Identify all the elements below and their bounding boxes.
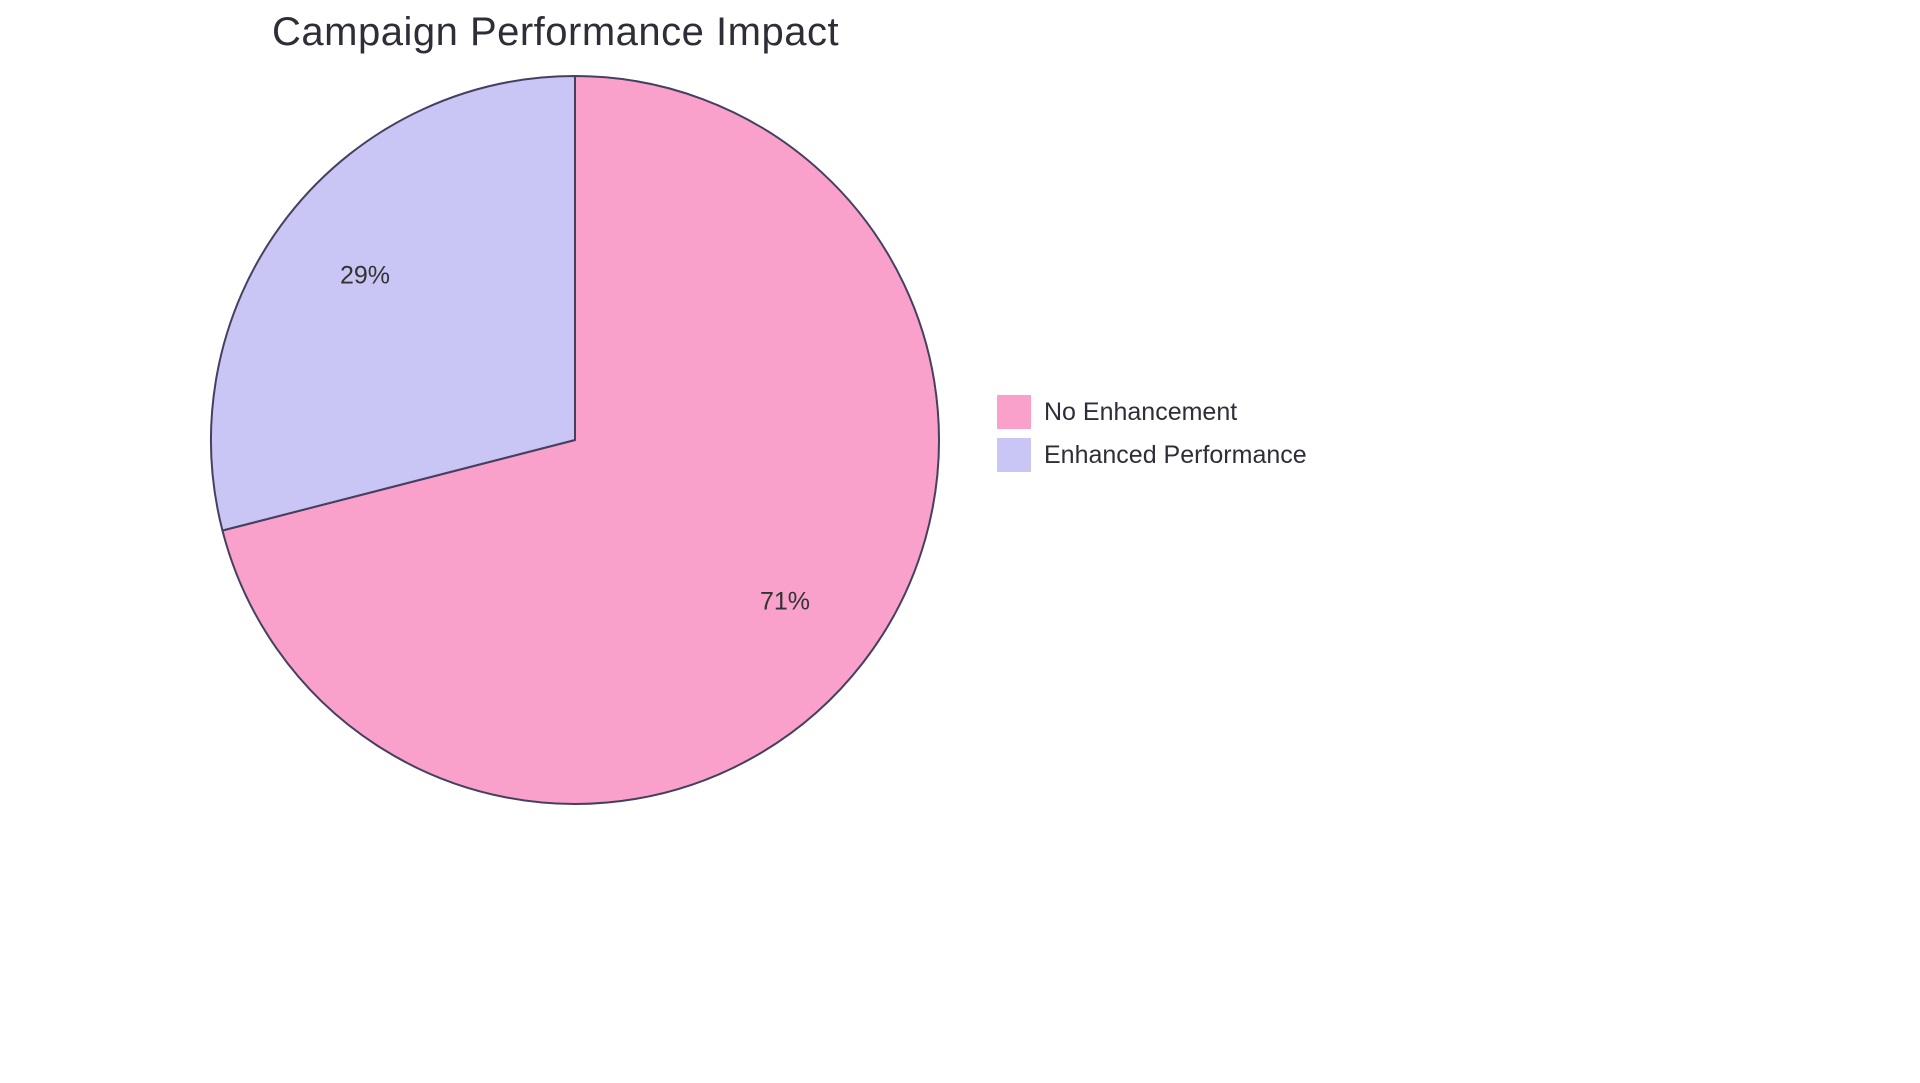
pie-slice-enhanced-performance [210, 75, 576, 532]
legend-item-no-enhancement: No Enhancement [997, 395, 1307, 429]
legend-swatch [997, 395, 1031, 429]
legend-label: No Enhancement [1044, 397, 1238, 426]
slice-percent-label: 71% [760, 588, 810, 616]
slice-percent-label: 29% [340, 262, 390, 290]
legend-label: Enhanced Performance [1044, 440, 1307, 469]
legend-item-enhanced-performance: Enhanced Performance [997, 438, 1307, 472]
legend-swatch [997, 438, 1031, 472]
chart-title: Campaign Performance Impact [272, 10, 840, 54]
legend: No Enhancement Enhanced Performance [997, 395, 1307, 472]
pie-slice-no-enhancement [221, 75, 940, 805]
